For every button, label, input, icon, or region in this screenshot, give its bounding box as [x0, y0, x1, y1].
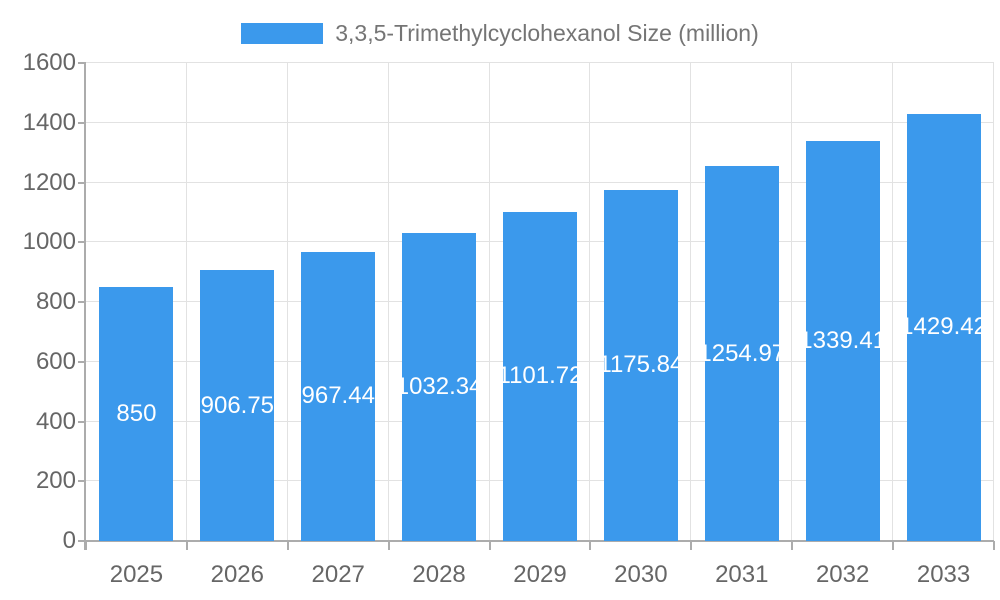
bar-value-label: 906.75 — [200, 391, 275, 419]
bar[interactable]: 967.44 — [301, 251, 376, 541]
bar-value-label: 1101.72 — [503, 362, 577, 390]
x-axis-tick-label: 2028 — [412, 561, 466, 588]
legend: 3,3,5-Trimethylcyclohexanol Size (millio… — [0, 20, 1000, 47]
legend-series-label: 3,3,5-Trimethylcyclohexanol Size (millio… — [335, 20, 759, 46]
y-gridline — [86, 121, 994, 123]
x-axis-tick-label: 2025 — [109, 561, 164, 588]
y-axis-line — [84, 63, 86, 550]
x-gridline — [791, 63, 793, 541]
x-axis-tick — [387, 541, 390, 550]
x-axis-tick — [892, 541, 895, 550]
y-axis-tick — [78, 420, 86, 423]
y-axis-tick — [78, 241, 86, 244]
x-gridline — [488, 63, 490, 541]
x-axis-tick — [690, 541, 693, 550]
bar[interactable]: 850 — [99, 287, 174, 541]
x-axis-tick-label: 2032 — [815, 561, 870, 588]
x-axis-tick — [589, 541, 592, 550]
bar-value-label: 1339.41 — [805, 326, 880, 354]
legend-swatch — [241, 23, 324, 44]
y-axis-tick-label: 200 — [35, 467, 76, 495]
bar-value-label: 1032.34 — [402, 372, 477, 400]
y-axis-tick-label: 1200 — [22, 168, 76, 196]
y-axis-tick-label: 600 — [35, 347, 76, 375]
x-axis-tick — [791, 541, 794, 550]
x-gridline — [387, 63, 389, 541]
legend-item[interactable]: 3,3,5-Trimethylcyclohexanol Size (millio… — [241, 20, 759, 47]
x-axis-tick — [993, 541, 995, 550]
x-gridline — [892, 63, 894, 541]
bar-value-label: 1429.42 — [906, 313, 981, 341]
y-axis-tick-label: 400 — [35, 407, 76, 435]
x-axis-tick-label: 2027 — [311, 561, 365, 588]
x-axis-tick-label: 2033 — [916, 561, 971, 588]
y-axis-tick — [78, 121, 86, 124]
x-axis-tick — [85, 541, 87, 550]
y-axis-tick — [78, 301, 86, 303]
x-gridline — [185, 63, 187, 541]
x-axis-tick — [185, 541, 188, 550]
x-axis-tick — [286, 541, 289, 550]
x-axis-line — [78, 540, 994, 542]
x-axis-tick — [488, 541, 491, 550]
x-gridline — [286, 63, 288, 541]
bar[interactable]: 906.75 — [200, 270, 275, 541]
bar[interactable]: 1101.72 — [503, 211, 577, 541]
x-axis-tick-label: 2029 — [513, 561, 567, 588]
bar[interactable]: 1175.84 — [603, 189, 678, 541]
y-axis-tick-label: 1400 — [22, 108, 76, 136]
x-axis-tick-label: 2031 — [715, 561, 769, 588]
y-axis-tick — [78, 62, 86, 64]
bar[interactable]: 1339.41 — [805, 140, 880, 541]
x-axis-tick-label: 2026 — [210, 561, 264, 588]
y-axis-tick — [78, 480, 86, 483]
y-axis-tick-label: 0 — [62, 527, 76, 554]
y-gridline — [86, 62, 994, 63]
bar[interactable]: 1429.42 — [906, 113, 981, 541]
y-gridline — [86, 181, 994, 183]
bar-value-label: 967.44 — [301, 382, 375, 410]
bar-value-label: 1254.97 — [704, 339, 779, 367]
y-axis-tick — [78, 360, 86, 363]
bar[interactable]: 1032.34 — [402, 232, 477, 541]
y-axis-tick-label: 800 — [35, 288, 76, 315]
x-gridline — [993, 63, 994, 541]
y-axis-tick-label: 1000 — [22, 228, 76, 256]
bar-value-label: 1175.84 — [604, 351, 678, 379]
x-axis-tick-label: 2030 — [614, 561, 668, 588]
bar[interactable]: 1254.97 — [704, 166, 779, 541]
y-axis-tick — [78, 181, 86, 184]
x-gridline — [589, 63, 591, 541]
bar-value-label: 850 — [116, 400, 157, 428]
x-gridline — [690, 63, 692, 541]
y-axis-tick-label: 1600 — [22, 49, 76, 76]
